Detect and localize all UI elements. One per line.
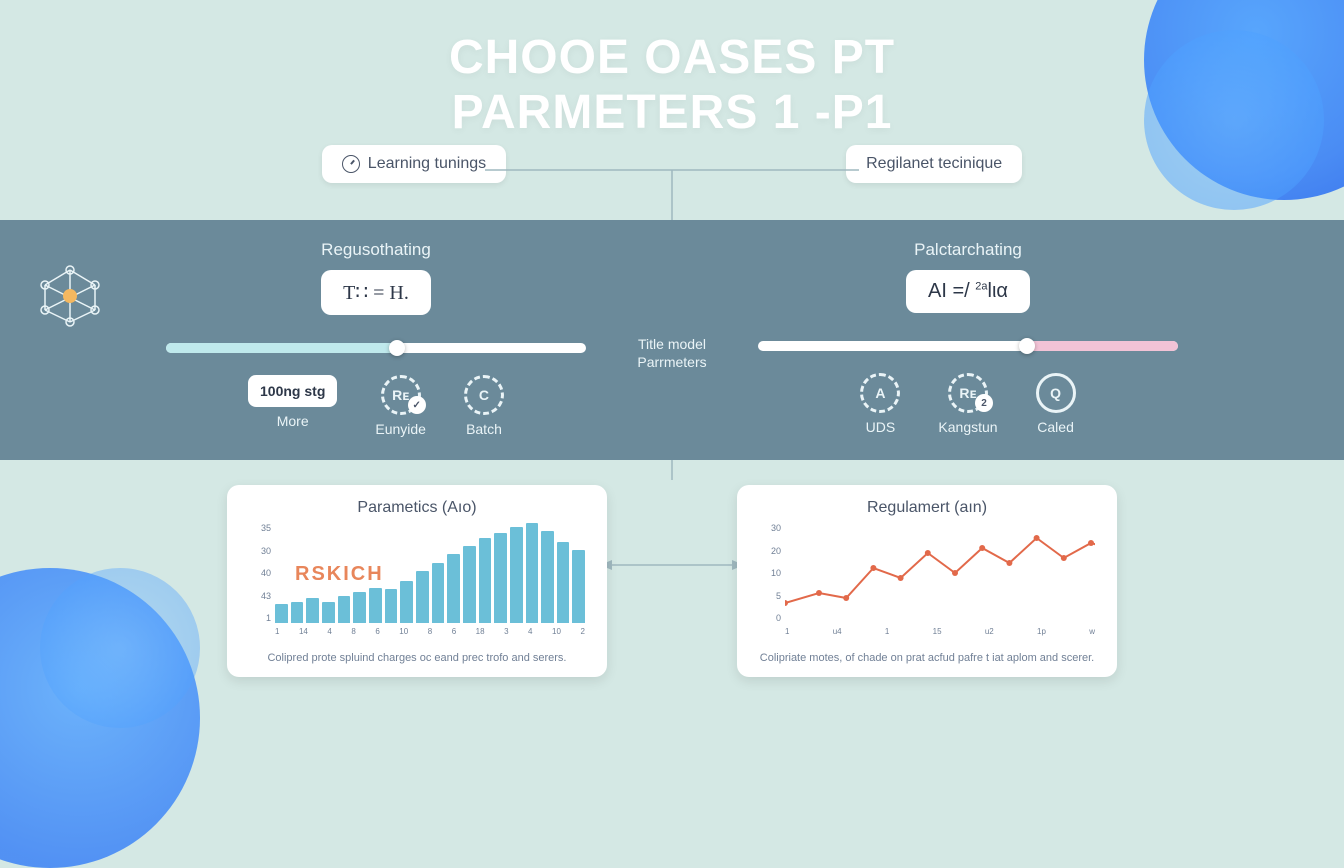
band-item[interactable]: Rᴇ✓ Eunyide: [375, 375, 426, 437]
item-label: More: [277, 413, 309, 429]
card-caption: Colipriate motes, of chade on prat acfud…: [755, 651, 1099, 665]
item-label: UDS: [866, 419, 896, 435]
right-formula: AI =/ 2alια: [906, 270, 1030, 313]
card-parametics[interactable]: Parametics (Aıo) RSKICH 353040431 114486…: [227, 485, 607, 677]
y-axis: 30201050: [755, 523, 781, 623]
right-section-title: Palctarchating: [914, 240, 1022, 260]
ring-icon: A: [860, 373, 900, 413]
item-label: Eunyide: [375, 421, 426, 437]
band-item[interactable]: C Batch: [464, 375, 504, 437]
band-right-side: Palctarchating AI =/ 2alια A UDS Rᴇ2 Kangst…: [672, 240, 1264, 440]
x-axis: 1u4115u21pw: [785, 627, 1095, 643]
ring-icon: C: [464, 375, 504, 415]
left-slider[interactable]: [166, 343, 586, 353]
ring-icon: Q: [1036, 373, 1076, 413]
top-pill-row: Learning tunings Regilanet tecinique: [0, 145, 1344, 183]
left-items-row: 100ng stg More Rᴇ✓ Eunyide C Batch: [248, 375, 504, 437]
clock-icon: [342, 155, 360, 173]
card-title: Parametics (Aıo): [245, 499, 589, 517]
pill-regilanet-technique[interactable]: Regilanet tecinique: [846, 145, 1022, 183]
pill-learning-tunings[interactable]: Learning tunings: [322, 145, 506, 183]
left-slider-thumb[interactable]: [389, 340, 405, 356]
card-regulamert[interactable]: Regulamert (aın) 30201050 1u4115u21pw Co…: [737, 485, 1117, 677]
left-section-title: Regusothating: [321, 240, 431, 260]
line-chart: 30201050 1u4115u21pw: [755, 523, 1099, 643]
cards-row: Parametics (Aıo) RSKICH 353040431 114486…: [0, 485, 1344, 677]
main-band: Regusothating T∷ = H. 100ng stg More Rᴇ✓ Eu…: [0, 220, 1344, 460]
band-item[interactable]: A UDS: [860, 373, 900, 435]
card-caption: Colipred prote spluind charges oc eand p…: [245, 651, 589, 665]
badge: 100ng stg: [248, 375, 337, 407]
x-axis: 11448610861834102: [275, 627, 585, 643]
band-item[interactable]: Q Caled: [1036, 373, 1076, 435]
ring-icon: Rᴇ✓: [381, 375, 421, 415]
right-slider-fill: [1027, 341, 1178, 351]
pill-label: Learning tunings: [368, 155, 486, 173]
page-title: CHOOE OASES PT PARMETERS 1 -P1: [336, 30, 1008, 140]
bars: [275, 523, 585, 623]
left-slider-fill: [166, 343, 397, 353]
mini-badge: ✓: [408, 396, 426, 414]
line-svg: [785, 523, 1095, 623]
ring-icon: Rᴇ2: [948, 373, 988, 413]
center-label: Title model Parrmeters: [637, 335, 706, 371]
item-label: Batch: [466, 421, 502, 437]
mini-badge: 2: [975, 394, 993, 412]
item-label: Kangstun: [938, 419, 997, 435]
card-title: Regulamert (aın): [755, 499, 1099, 517]
y-axis: 353040431: [245, 523, 271, 623]
left-formula: T∷ = H.: [321, 270, 431, 315]
band-item[interactable]: Rᴇ2 Kangstun: [938, 373, 997, 435]
right-slider[interactable]: [758, 341, 1178, 351]
right-items-row: A UDS Rᴇ2 Kangstun Q Caled: [860, 373, 1075, 435]
bar-chart: RSKICH 353040431 11448610861834102: [245, 523, 589, 643]
item-label: Caled: [1037, 419, 1074, 435]
decor-blob-top-right-inner: [1144, 30, 1324, 210]
right-slider-thumb[interactable]: [1019, 338, 1035, 354]
pill-label: Regilanet tecinique: [866, 155, 1002, 173]
band-left-side: Regusothating T∷ = H. 100ng stg More Rᴇ✓ Eu…: [80, 240, 672, 440]
band-item[interactable]: 100ng stg More: [248, 375, 337, 429]
